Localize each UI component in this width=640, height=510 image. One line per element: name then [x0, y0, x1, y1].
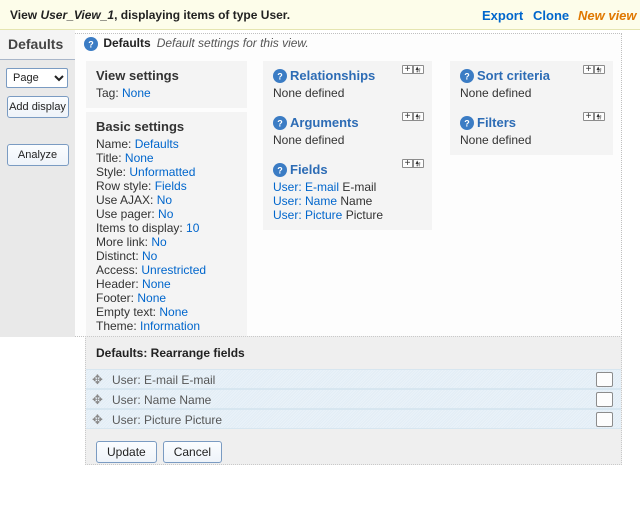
svg-text:?: ? — [277, 165, 283, 175]
svg-text:?: ? — [277, 71, 283, 81]
svg-text:?: ? — [464, 118, 470, 128]
svg-text:?: ? — [464, 71, 470, 81]
svg-text:?: ? — [277, 118, 283, 128]
